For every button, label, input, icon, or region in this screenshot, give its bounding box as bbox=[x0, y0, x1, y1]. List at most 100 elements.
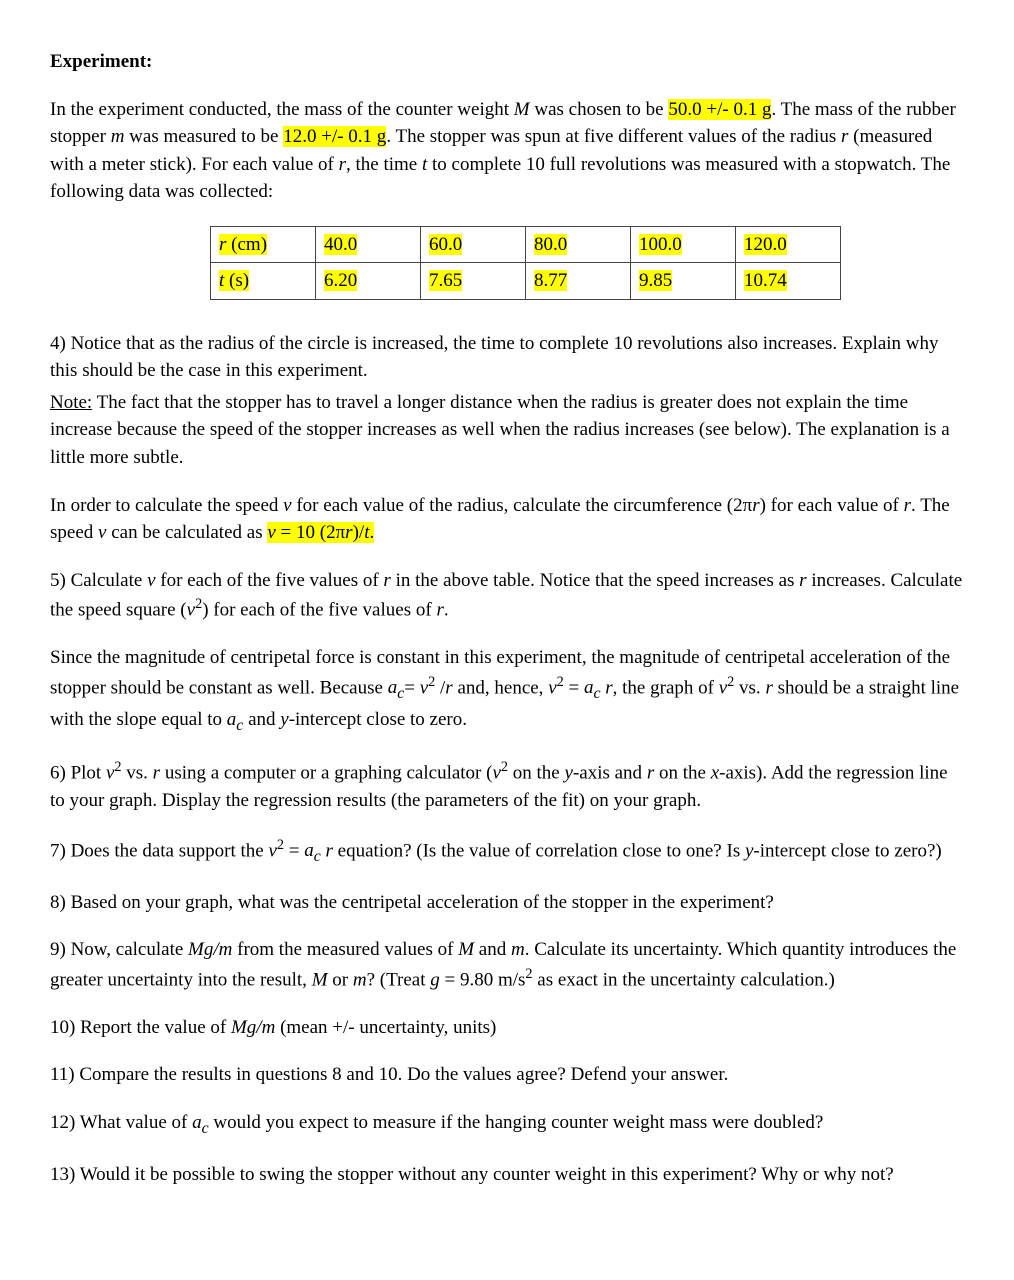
text: ) for each value of bbox=[760, 495, 904, 516]
text: ? (Treat bbox=[367, 969, 431, 990]
var-r: r bbox=[326, 840, 333, 861]
var-M: M bbox=[458, 939, 474, 960]
squared: 2 bbox=[277, 837, 284, 853]
note-label: Note: bbox=[50, 392, 92, 413]
text: 5) Calculate bbox=[50, 570, 147, 591]
var-r: r bbox=[153, 763, 160, 784]
question-7: 7) Does the data support the v2 = ac r e… bbox=[50, 835, 964, 869]
text: as exact in the uncertainty calculation.… bbox=[533, 969, 835, 990]
var-r: r bbox=[752, 495, 759, 516]
var-m: m bbox=[511, 939, 525, 960]
text: 9) Now, calculate bbox=[50, 939, 188, 960]
text: in the above table. Notice that the spee… bbox=[391, 570, 799, 591]
text: or bbox=[328, 969, 353, 990]
text: and bbox=[243, 709, 280, 730]
var-mgm: Mg/m bbox=[188, 939, 232, 960]
var-y: y bbox=[280, 709, 288, 730]
heading: Experiment: bbox=[50, 48, 964, 76]
squared: 2 bbox=[525, 966, 532, 982]
question-4-note: Note: The fact that the stopper has to t… bbox=[50, 389, 964, 472]
text: on the bbox=[654, 763, 710, 784]
text: . The stopper was spun at five different… bbox=[386, 126, 841, 147]
question-13: 13) Would it be possible to swing the st… bbox=[50, 1161, 964, 1189]
var-v2: v bbox=[420, 677, 428, 698]
text: and, hence, bbox=[453, 677, 548, 698]
var-r: r bbox=[445, 677, 452, 698]
var-v: v bbox=[147, 570, 155, 591]
t-val: 7.65 bbox=[429, 270, 462, 291]
question-8: 8) Based on your graph, what was the cen… bbox=[50, 889, 964, 917]
t-val: 9.85 bbox=[639, 270, 672, 291]
var-M: M bbox=[514, 99, 530, 120]
r-val: 40.0 bbox=[324, 234, 357, 255]
question-10: 10) Report the value of Mg/m (mean +/- u… bbox=[50, 1014, 964, 1042]
text: vs. bbox=[122, 763, 153, 784]
text: In the experiment conducted, the mass of… bbox=[50, 99, 514, 120]
text: was measured to be bbox=[124, 126, 283, 147]
text: 6) Plot bbox=[50, 763, 106, 784]
text: . bbox=[369, 522, 374, 543]
squared: 2 bbox=[557, 674, 564, 690]
text: for each of the five values of bbox=[156, 570, 384, 591]
t-val: 6.20 bbox=[324, 270, 357, 291]
text: . bbox=[444, 600, 449, 621]
question-12: 12) What value of ac would you expect to… bbox=[50, 1109, 964, 1141]
data-table: r (cm) 40.0 60.0 80.0 100.0 120.0 t (s) … bbox=[210, 226, 841, 300]
var-r: r bbox=[799, 570, 806, 591]
table-row-t: t (s) 6.20 7.65 8.77 9.85 10.74 bbox=[211, 263, 841, 300]
squared: 2 bbox=[501, 759, 508, 775]
text: ) for each of the five values of bbox=[202, 600, 436, 621]
header-t-unit: (s) bbox=[224, 270, 249, 291]
text: using a computer or a graphing calculato… bbox=[160, 763, 492, 784]
var-r: r bbox=[345, 522, 352, 543]
text: for each value of the radius, calculate … bbox=[292, 495, 753, 516]
var-v2: v bbox=[719, 677, 727, 698]
var-r: r bbox=[436, 600, 443, 621]
text: , the graph of bbox=[613, 677, 719, 698]
r-val: 60.0 bbox=[429, 234, 462, 255]
mass-M-value: 50.0 +/- 0.1 g bbox=[668, 99, 771, 120]
var-v2: v bbox=[268, 840, 276, 861]
question-5: 5) Calculate v for each of the five valu… bbox=[50, 567, 964, 624]
var-ac: ac bbox=[192, 1112, 213, 1133]
var-g: g bbox=[430, 969, 440, 990]
var-v2: v bbox=[492, 763, 500, 784]
text: = bbox=[564, 677, 584, 698]
text: -axis and bbox=[573, 763, 647, 784]
t-val: 10.74 bbox=[744, 270, 787, 291]
text: -intercept close to zero. bbox=[289, 709, 467, 730]
var-mgm: Mg/m bbox=[231, 1017, 275, 1038]
note-text: The fact that the stopper has to travel … bbox=[50, 392, 950, 468]
var-v: v bbox=[283, 495, 291, 516]
intro-paragraph: In the experiment conducted, the mass of… bbox=[50, 96, 964, 206]
text: would you expect to measure if the hangi… bbox=[213, 1112, 823, 1133]
text: 7) Does the data support the bbox=[50, 840, 268, 861]
r-val: 100.0 bbox=[639, 234, 682, 255]
header-r-unit: (cm) bbox=[226, 234, 267, 255]
text: )/ bbox=[353, 522, 365, 543]
var-r: r bbox=[383, 570, 390, 591]
text: 12) What value of bbox=[50, 1112, 192, 1133]
var-ac: ac bbox=[584, 677, 601, 698]
text: In order to calculate the speed bbox=[50, 495, 283, 516]
speed-paragraph: In order to calculate the speed v for ea… bbox=[50, 492, 964, 547]
text: on the bbox=[508, 763, 564, 784]
text: vs. bbox=[734, 677, 765, 698]
var-r: r bbox=[765, 677, 772, 698]
text: (mean +/- uncertainty, units) bbox=[275, 1017, 496, 1038]
var-y: y bbox=[565, 763, 573, 784]
question-4: 4) Notice that as the radius of the circ… bbox=[50, 330, 964, 385]
text: , the time bbox=[346, 154, 422, 175]
squared: 2 bbox=[114, 759, 121, 775]
text: was chosen to be bbox=[530, 99, 669, 120]
text: -intercept close to zero?) bbox=[753, 840, 941, 861]
speed-formula: v = 10 (2πr)/t. bbox=[267, 522, 374, 543]
var-M: M bbox=[312, 969, 328, 990]
text: equation? (Is the value of correlation c… bbox=[333, 840, 745, 861]
var-r: r bbox=[904, 495, 911, 516]
text: / bbox=[435, 677, 445, 698]
var-v2: v bbox=[187, 600, 195, 621]
var-r: r bbox=[339, 154, 346, 175]
var-v2: v bbox=[548, 677, 556, 698]
var-x: x bbox=[711, 763, 719, 784]
